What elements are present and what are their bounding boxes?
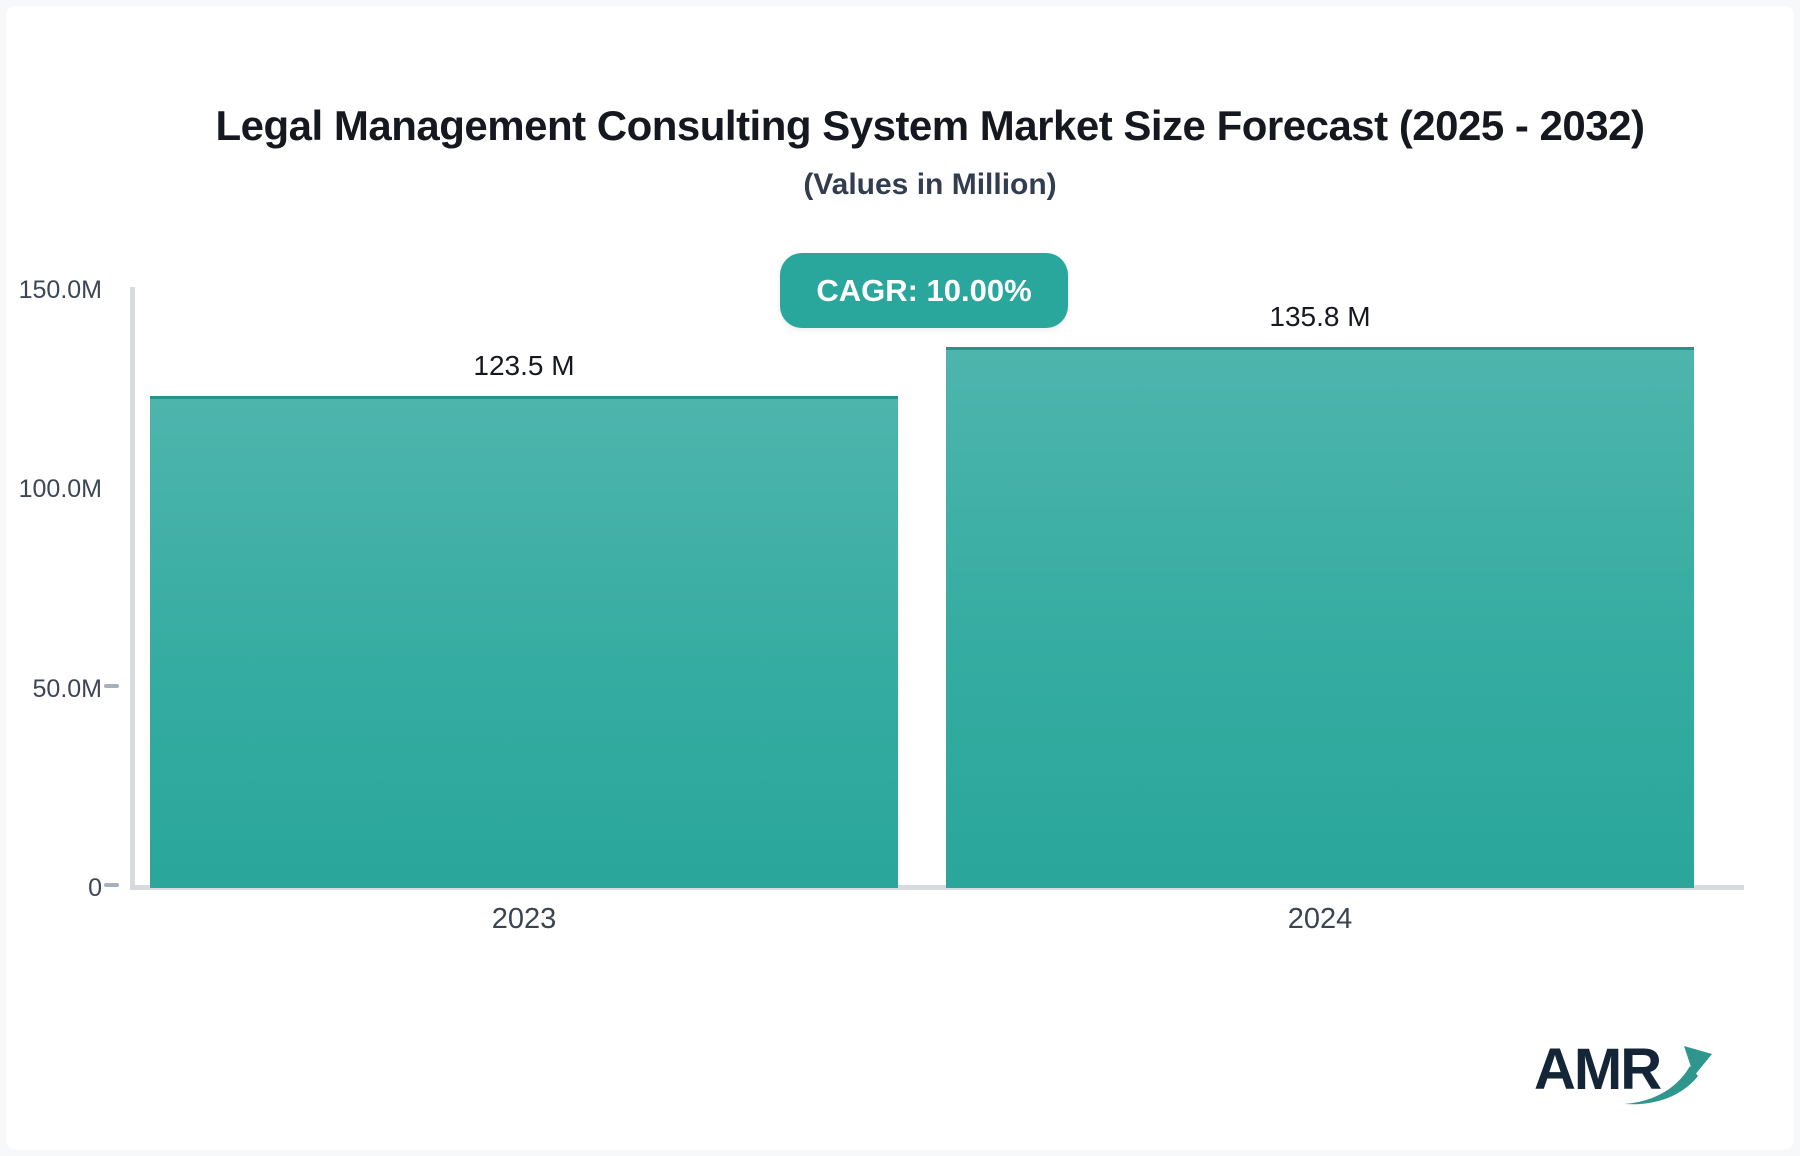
y-tick-0: 0	[88, 874, 102, 902]
amr-logo-arrow-icon	[1624, 1046, 1712, 1105]
amr-logo-text: AMR	[1534, 1037, 1662, 1102]
chart-subtitle: (Values in Million)	[803, 168, 1057, 201]
chart-title: Legal Management Consulting System Marke…	[215, 102, 1645, 149]
bar-value-2023: 123.5 M	[473, 349, 575, 381]
x-axis-line	[130, 885, 1744, 890]
chart-card: Legal Management Consulting System Marke…	[6, 6, 1794, 1150]
y-tick-mark-50	[104, 684, 119, 688]
cagr-badge: CAGR: 10.00%	[780, 253, 1068, 328]
amr-logo: AMR	[1534, 1036, 1724, 1126]
y-tick-100: 100.0M	[18, 475, 102, 504]
y-tick-50: 50.0M	[32, 674, 102, 703]
y-axis-line	[130, 287, 135, 889]
cagr-badge-label: CAGR: 10.00%	[816, 272, 1032, 308]
bar-2023	[150, 395, 898, 888]
x-label-2024: 2024	[1287, 903, 1353, 935]
bar-2024	[946, 346, 1694, 888]
y-tick-150: 150.0M	[18, 276, 102, 304]
x-label-2023: 2023	[491, 903, 557, 935]
bar-value-2024: 135.8 M	[1269, 300, 1371, 332]
y-tick-mark-0	[104, 883, 119, 887]
